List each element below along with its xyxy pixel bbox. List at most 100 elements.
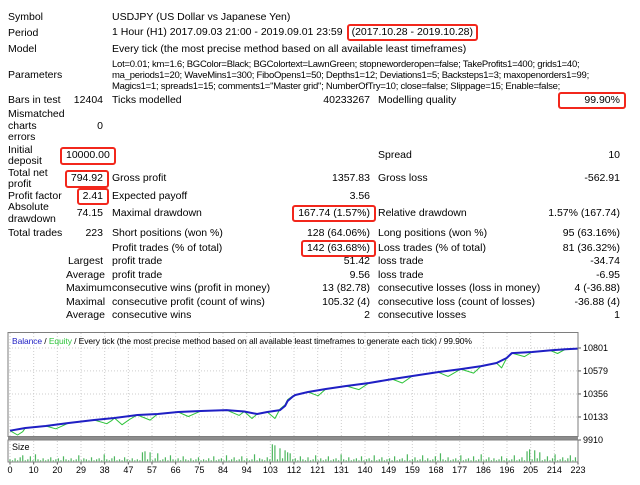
- period-value: 1 Hour (H1) 2017.09.03 21:00 - 2019.09.0…: [112, 23, 620, 41]
- panel-separator: [8, 437, 578, 440]
- maximal-consecutive-profit-value: 105.32 (4): [322, 295, 370, 308]
- size-bar: [559, 459, 561, 462]
- profit-trades-label: Profit trades (% of total): [112, 241, 223, 254]
- period-label: Period: [8, 27, 39, 39]
- size-bar: [376, 460, 378, 462]
- size-bar: [90, 457, 93, 462]
- size-bar: [388, 458, 391, 462]
- annotation-highlight-profittrades: 142 (63.68%): [300, 239, 376, 257]
- period-highlight-text: (2017.10.28 - 2019.10.28): [351, 25, 474, 38]
- size-bar: [83, 458, 85, 462]
- avg-consecutive-losses-label: consecutive losses: [378, 309, 467, 321]
- size-bar: [495, 460, 498, 462]
- expected-payoff-label: Expected payoff: [112, 189, 188, 202]
- x-axis-label: 47: [123, 465, 133, 475]
- size-bar: [358, 460, 360, 462]
- x-axis-label: 84: [218, 465, 228, 475]
- size-bar: [218, 459, 220, 462]
- gross-profit-value: 1357.83: [332, 172, 370, 185]
- y-axis-label: 10801: [583, 343, 608, 353]
- size-bar: [467, 458, 470, 462]
- size-bar: [465, 459, 467, 462]
- initial-deposit-value: 10000.00: [60, 147, 116, 165]
- size-bar: [427, 458, 429, 462]
- size-bar: [266, 457, 268, 462]
- size-bar: [544, 459, 546, 462]
- size-bar: [52, 460, 54, 462]
- report-row-bars: Bars in test 12404 Ticks modelled 402332…: [8, 91, 628, 109]
- size-bar: [457, 460, 459, 462]
- size-bar: [381, 457, 383, 462]
- size-bar: [429, 460, 431, 462]
- maximal-consecutive-loss-value: -36.88 (4): [574, 295, 620, 308]
- size-bar: [253, 454, 256, 462]
- size-bar: [139, 460, 141, 462]
- annotation-highlight-period: (2017.10.28 - 2019.10.28): [346, 23, 479, 41]
- average-label: Average: [66, 268, 105, 281]
- size-bar: [29, 456, 31, 462]
- average-profit-trade-value: 9.56: [349, 268, 370, 281]
- size-bar: [126, 459, 128, 462]
- size-bar: [529, 449, 531, 462]
- size-bar: [11, 460, 14, 462]
- report-row-largest: Largest profit trade 51.42 loss trade -3…: [8, 255, 628, 268]
- size-bar: [274, 445, 276, 462]
- size-bar: [42, 458, 44, 462]
- size-bar: [424, 460, 426, 462]
- annotation-highlight-maxdd: 167.74 (1.57%): [292, 204, 376, 223]
- x-axis-label: 159: [405, 465, 420, 475]
- size-bar: [14, 458, 16, 462]
- chart-legend-part: Balance: [12, 336, 42, 346]
- size-bar: [60, 460, 62, 462]
- size-bar: [287, 452, 289, 462]
- size-bar: [172, 459, 174, 462]
- size-bar: [511, 459, 513, 462]
- size-bar: [416, 460, 419, 462]
- size-bar: [174, 460, 177, 462]
- size-bar: [19, 457, 21, 462]
- report-row-drawdown: Absolute drawdown 74.15 Maximal drawdown…: [8, 201, 628, 225]
- ticks-modelled-label: Ticks modelled: [112, 93, 182, 106]
- x-axis-label: 168: [428, 465, 443, 475]
- short-positions-label: Short positions (won %): [112, 227, 223, 239]
- size-bar: [24, 460, 26, 462]
- size-bar: [108, 460, 110, 462]
- x-axis-label: 66: [171, 465, 181, 475]
- size-bar: [124, 457, 126, 462]
- size-bar: [406, 454, 408, 462]
- size-bar: [574, 457, 577, 462]
- size-bar: [141, 452, 144, 462]
- size-bar: [312, 459, 314, 462]
- size-bar: [192, 460, 194, 462]
- report-row-maximum: Maximum consecutive wins (profit in mone…: [8, 282, 628, 295]
- size-bar: [462, 460, 464, 462]
- size-bar: [330, 460, 332, 462]
- size-bar: [208, 458, 210, 462]
- gross-profit-label: Gross profit: [112, 172, 167, 185]
- main-plot-frame: [7, 332, 579, 437]
- y-axis-label: 10133: [583, 412, 608, 422]
- chart-legend-part: /: [42, 336, 49, 346]
- initial-deposit-text: 10000.00: [66, 149, 110, 162]
- report-row-parameters: Parameters Lot=0.01; km=1.6; BGColor=Bla…: [8, 59, 628, 93]
- maximal-drawdown-value: 167.74 (1.57%): [290, 204, 376, 223]
- size-bar: [345, 460, 347, 462]
- size-bar: [190, 458, 192, 462]
- size-panel-label: Size: [12, 442, 30, 452]
- total-net-profit-label: Total net profit: [8, 166, 48, 190]
- x-axis-label: 196: [499, 465, 514, 475]
- x-axis-label: 214: [547, 465, 562, 475]
- size-bar: [70, 458, 72, 462]
- size-bar: [215, 460, 217, 462]
- size-bar: [205, 460, 207, 462]
- size-bar: [521, 457, 523, 462]
- size-bar: [536, 458, 538, 462]
- x-axis-label: 20: [52, 465, 62, 475]
- chart-legend: Balance / Equity / Every tick (the most …: [12, 336, 472, 346]
- size-bar: [75, 459, 77, 462]
- size-bar: [432, 459, 434, 462]
- size-bar: [45, 460, 47, 462]
- size-bar: [353, 459, 355, 462]
- model-value: Every tick (the most precise method base…: [112, 43, 467, 55]
- period-range-text: 1 Hour (H1) 2017.09.03 21:00 - 2019.09.0…: [112, 25, 343, 38]
